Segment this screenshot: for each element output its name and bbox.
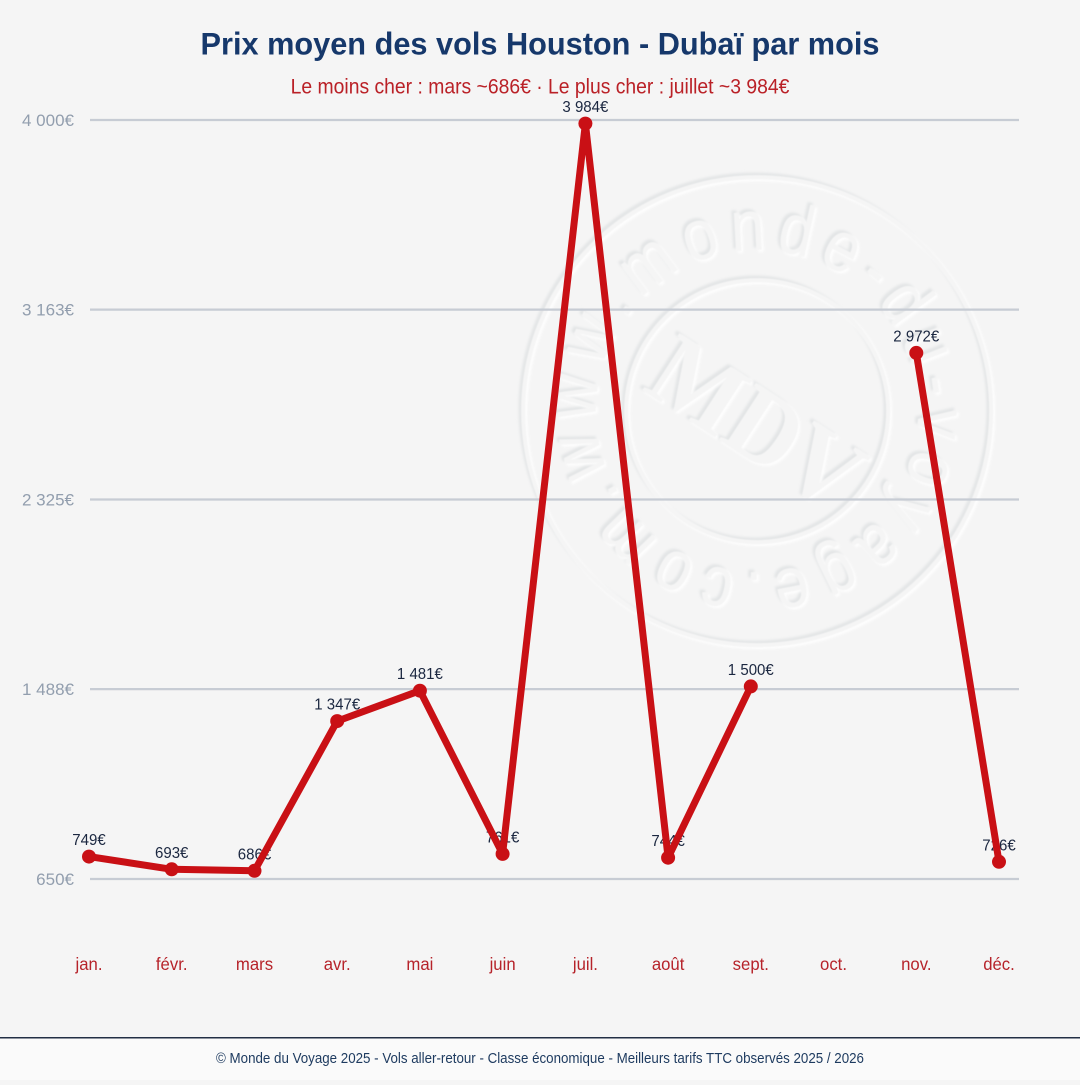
svg-text:déc.: déc. bbox=[983, 954, 1015, 975]
svg-text:oct.: oct. bbox=[820, 954, 847, 975]
svg-text:août: août bbox=[652, 954, 685, 975]
svg-text:juil.: juil. bbox=[572, 954, 598, 975]
svg-text:n: n bbox=[726, 183, 764, 264]
svg-text:.: . bbox=[746, 558, 765, 638]
svg-text:Prix moyen des vols Houston -: Prix moyen des vols Houston - Dubaï par … bbox=[201, 26, 880, 61]
svg-text:jan.: jan. bbox=[75, 954, 103, 975]
svg-text:1 488€: 1 488€ bbox=[22, 680, 75, 699]
svg-text:w: w bbox=[531, 370, 614, 422]
svg-text:nov.: nov. bbox=[901, 954, 931, 975]
svg-text:650€: 650€ bbox=[36, 870, 74, 889]
svg-text:1 481€: 1 481€ bbox=[397, 666, 443, 684]
svg-text:v: v bbox=[903, 408, 985, 445]
svg-text:693€: 693€ bbox=[155, 844, 189, 862]
svg-text:mars: mars bbox=[236, 954, 274, 975]
svg-text:4 000€: 4 000€ bbox=[22, 111, 75, 130]
svg-text:3 163€: 3 163€ bbox=[22, 300, 75, 319]
svg-text:1 347€: 1 347€ bbox=[314, 696, 360, 714]
svg-text:févr.: févr. bbox=[156, 954, 188, 975]
svg-text:n: n bbox=[730, 188, 768, 269]
svg-text:avr.: avr. bbox=[324, 954, 351, 975]
svg-text:© Monde du Voyage 2025 - Vols: © Monde du Voyage 2025 - Vols aller-reto… bbox=[216, 1050, 864, 1067]
svg-text:n: n bbox=[728, 186, 766, 267]
svg-text:mai: mai bbox=[406, 954, 433, 975]
svg-text:2 325€: 2 325€ bbox=[22, 490, 75, 509]
svg-text:3 984€: 3 984€ bbox=[562, 99, 608, 117]
svg-text:749€: 749€ bbox=[72, 832, 106, 850]
svg-text:v: v bbox=[901, 406, 983, 443]
svg-text:1 500€: 1 500€ bbox=[728, 662, 774, 680]
svg-text:Le moins cher : mars ~686€ · L: Le moins cher : mars ~686€ · Le plus che… bbox=[291, 74, 790, 98]
svg-text:v: v bbox=[898, 403, 980, 440]
svg-text:w: w bbox=[529, 368, 612, 420]
svg-text:sept.: sept. bbox=[733, 954, 769, 975]
svg-text:2 972€: 2 972€ bbox=[893, 328, 939, 346]
svg-text:.: . bbox=[744, 556, 763, 636]
svg-text:.: . bbox=[741, 553, 760, 633]
svg-text:w: w bbox=[533, 372, 616, 424]
svg-text:juin: juin bbox=[489, 954, 516, 975]
